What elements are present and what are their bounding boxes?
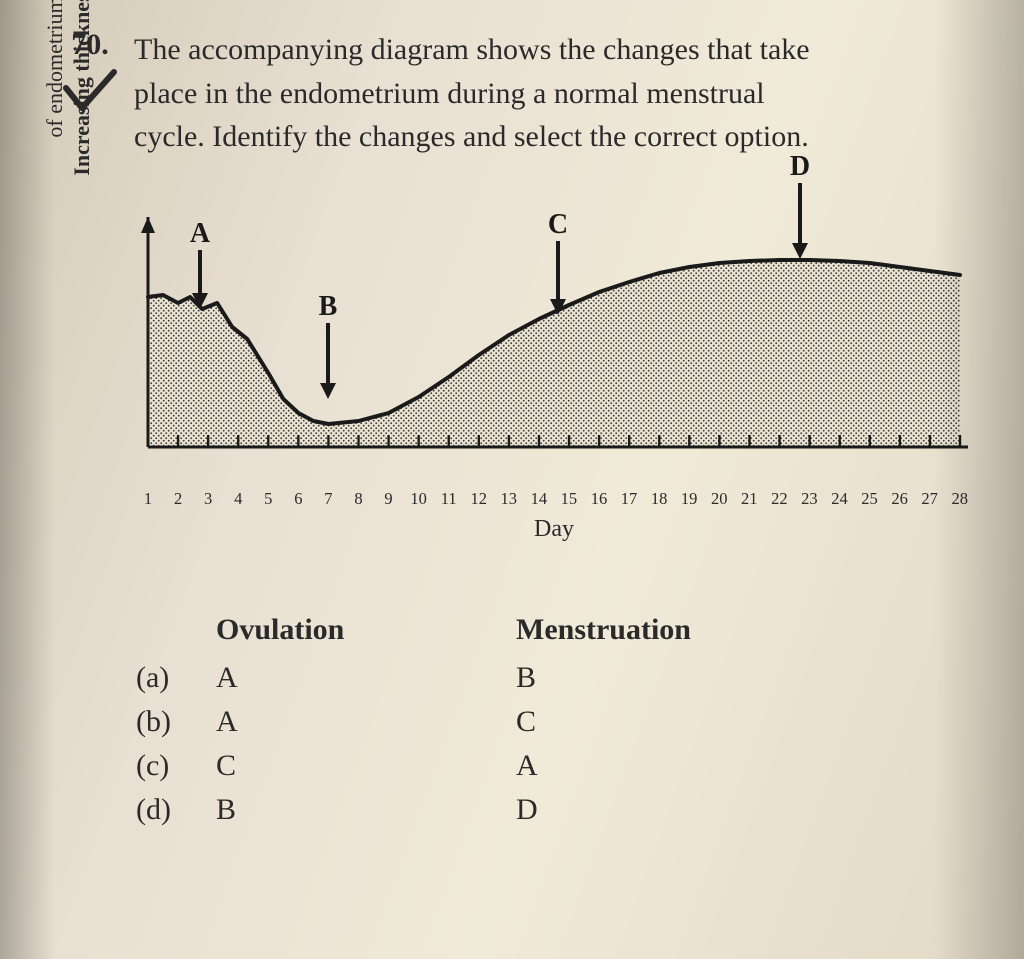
option-row: (d)BD: [136, 793, 984, 827]
question-row: 70. The accompanying diagram shows the c…: [60, 28, 984, 159]
options-header: Ovulation Menstruation: [136, 613, 984, 647]
question-line-1: The accompanying diagram shows the chang…: [134, 28, 810, 72]
option-menstruation: A: [516, 749, 538, 783]
question-line-2: place in the endometrium during a normal…: [134, 72, 810, 116]
option-ovulation: C: [216, 749, 516, 783]
options-header-menstruation: Menstruation: [516, 613, 691, 647]
option-ovulation: B: [216, 793, 516, 827]
option-label: (b): [136, 705, 216, 739]
y-axis-label: of endometrium Increasing thickness ↑: [42, 0, 98, 217]
option-label: (a): [136, 661, 216, 695]
option-ovulation: A: [216, 661, 516, 695]
svg-text:C: C: [548, 209, 568, 240]
option-row: (b)AC: [136, 705, 984, 739]
answer-options: Ovulation Menstruation (a)AB(b)AC(c)CA(d…: [60, 613, 984, 827]
svg-text:B: B: [319, 291, 338, 322]
x-axis-ticks: 1234567891011121314151617181920212223242…: [148, 489, 960, 509]
endometrium-chart: of endometrium Increasing thickness ↑ AB…: [60, 177, 980, 537]
option-label: (d): [136, 793, 216, 827]
option-row: (c)CA: [136, 749, 984, 783]
x-axis-label: Day: [148, 516, 960, 543]
question-line-3: cycle. Identify the changes and select t…: [134, 115, 810, 159]
option-menstruation: B: [516, 661, 536, 695]
option-label: (c): [136, 749, 216, 783]
y-axis-main: Increasing thickness: [69, 0, 94, 175]
chart-svg: ABCD: [60, 177, 980, 487]
option-ovulation: A: [216, 705, 516, 739]
option-menstruation: C: [516, 705, 536, 739]
options-header-spacer: [136, 613, 216, 647]
y-axis-sub: of endometrium: [42, 0, 68, 217]
svg-text:D: D: [790, 151, 810, 182]
option-menstruation: D: [516, 793, 538, 827]
options-header-ovulation: Ovulation: [216, 613, 516, 647]
svg-text:A: A: [190, 218, 211, 249]
option-row: (a)AB: [136, 661, 984, 695]
question-text: The accompanying diagram shows the chang…: [134, 28, 810, 159]
